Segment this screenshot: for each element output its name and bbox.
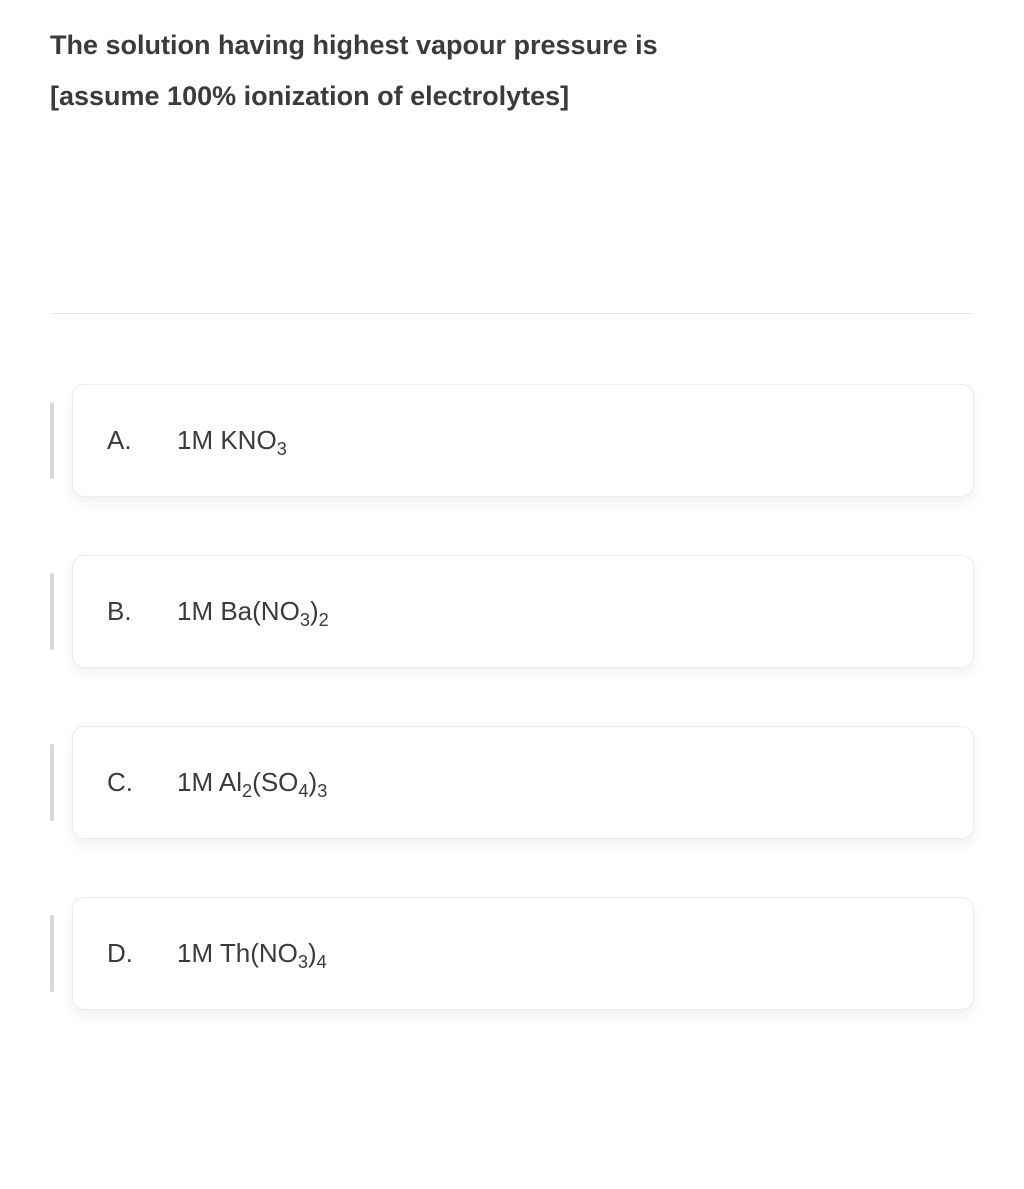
option-tick	[50, 402, 54, 479]
formula-sub: 3	[317, 781, 327, 801]
option-c[interactable]: C. 1M Al2(SO4)3	[72, 726, 974, 839]
formula-mid: )	[310, 596, 319, 626]
option-text: 1M KNO3	[177, 425, 287, 456]
formula-prefix: 1M Ba(NO	[177, 596, 300, 626]
option-d[interactable]: D. 1M Th(NO3)4	[72, 897, 974, 1010]
formula-sub: 4	[298, 781, 308, 801]
question-block: The solution having highest vapour press…	[50, 20, 974, 123]
option-b-wrap: B. 1M Ba(NO3)2	[50, 555, 974, 668]
formula-prefix: 1M Al	[177, 767, 242, 797]
formula-prefix: 1M Th(NO	[177, 938, 298, 968]
option-b[interactable]: B. 1M Ba(NO3)2	[72, 555, 974, 668]
option-letter: C.	[107, 767, 177, 798]
formula-sub: 2	[242, 781, 252, 801]
formula-sub: 3	[300, 610, 310, 630]
option-tick	[50, 744, 54, 821]
formula-prefix: 1M KNO	[177, 425, 277, 455]
option-a[interactable]: A. 1M KNO3	[72, 384, 974, 497]
question-line-2: [assume 100% ionization of electrolytes]	[50, 71, 974, 122]
option-c-wrap: C. 1M Al2(SO4)3	[50, 726, 974, 839]
question-line-1: The solution having highest vapour press…	[50, 20, 974, 71]
option-text: 1M Ba(NO3)2	[177, 596, 329, 627]
divider	[50, 313, 974, 314]
options-list: A. 1M KNO3 B. 1M Ba(NO3)2 C. 1M Al2(SO4)…	[50, 384, 974, 1010]
option-letter: D.	[107, 938, 177, 969]
formula-mid: (SO	[252, 767, 298, 797]
option-text: 1M Th(NO3)4	[177, 938, 327, 969]
formula-sub: 3	[277, 439, 287, 459]
option-tick	[50, 915, 54, 992]
formula-sub: 3	[298, 952, 308, 972]
option-letter: B.	[107, 596, 177, 627]
option-a-wrap: A. 1M KNO3	[50, 384, 974, 497]
page: The solution having highest vapour press…	[0, 0, 1024, 1050]
formula-sub: 4	[317, 952, 327, 972]
formula-sub: 2	[319, 610, 329, 630]
option-text: 1M Al2(SO4)3	[177, 767, 327, 798]
formula-tail: )	[309, 767, 318, 797]
option-letter: A.	[107, 425, 177, 456]
option-d-wrap: D. 1M Th(NO3)4	[50, 897, 974, 1010]
formula-mid: )	[308, 938, 317, 968]
option-tick	[50, 573, 54, 650]
